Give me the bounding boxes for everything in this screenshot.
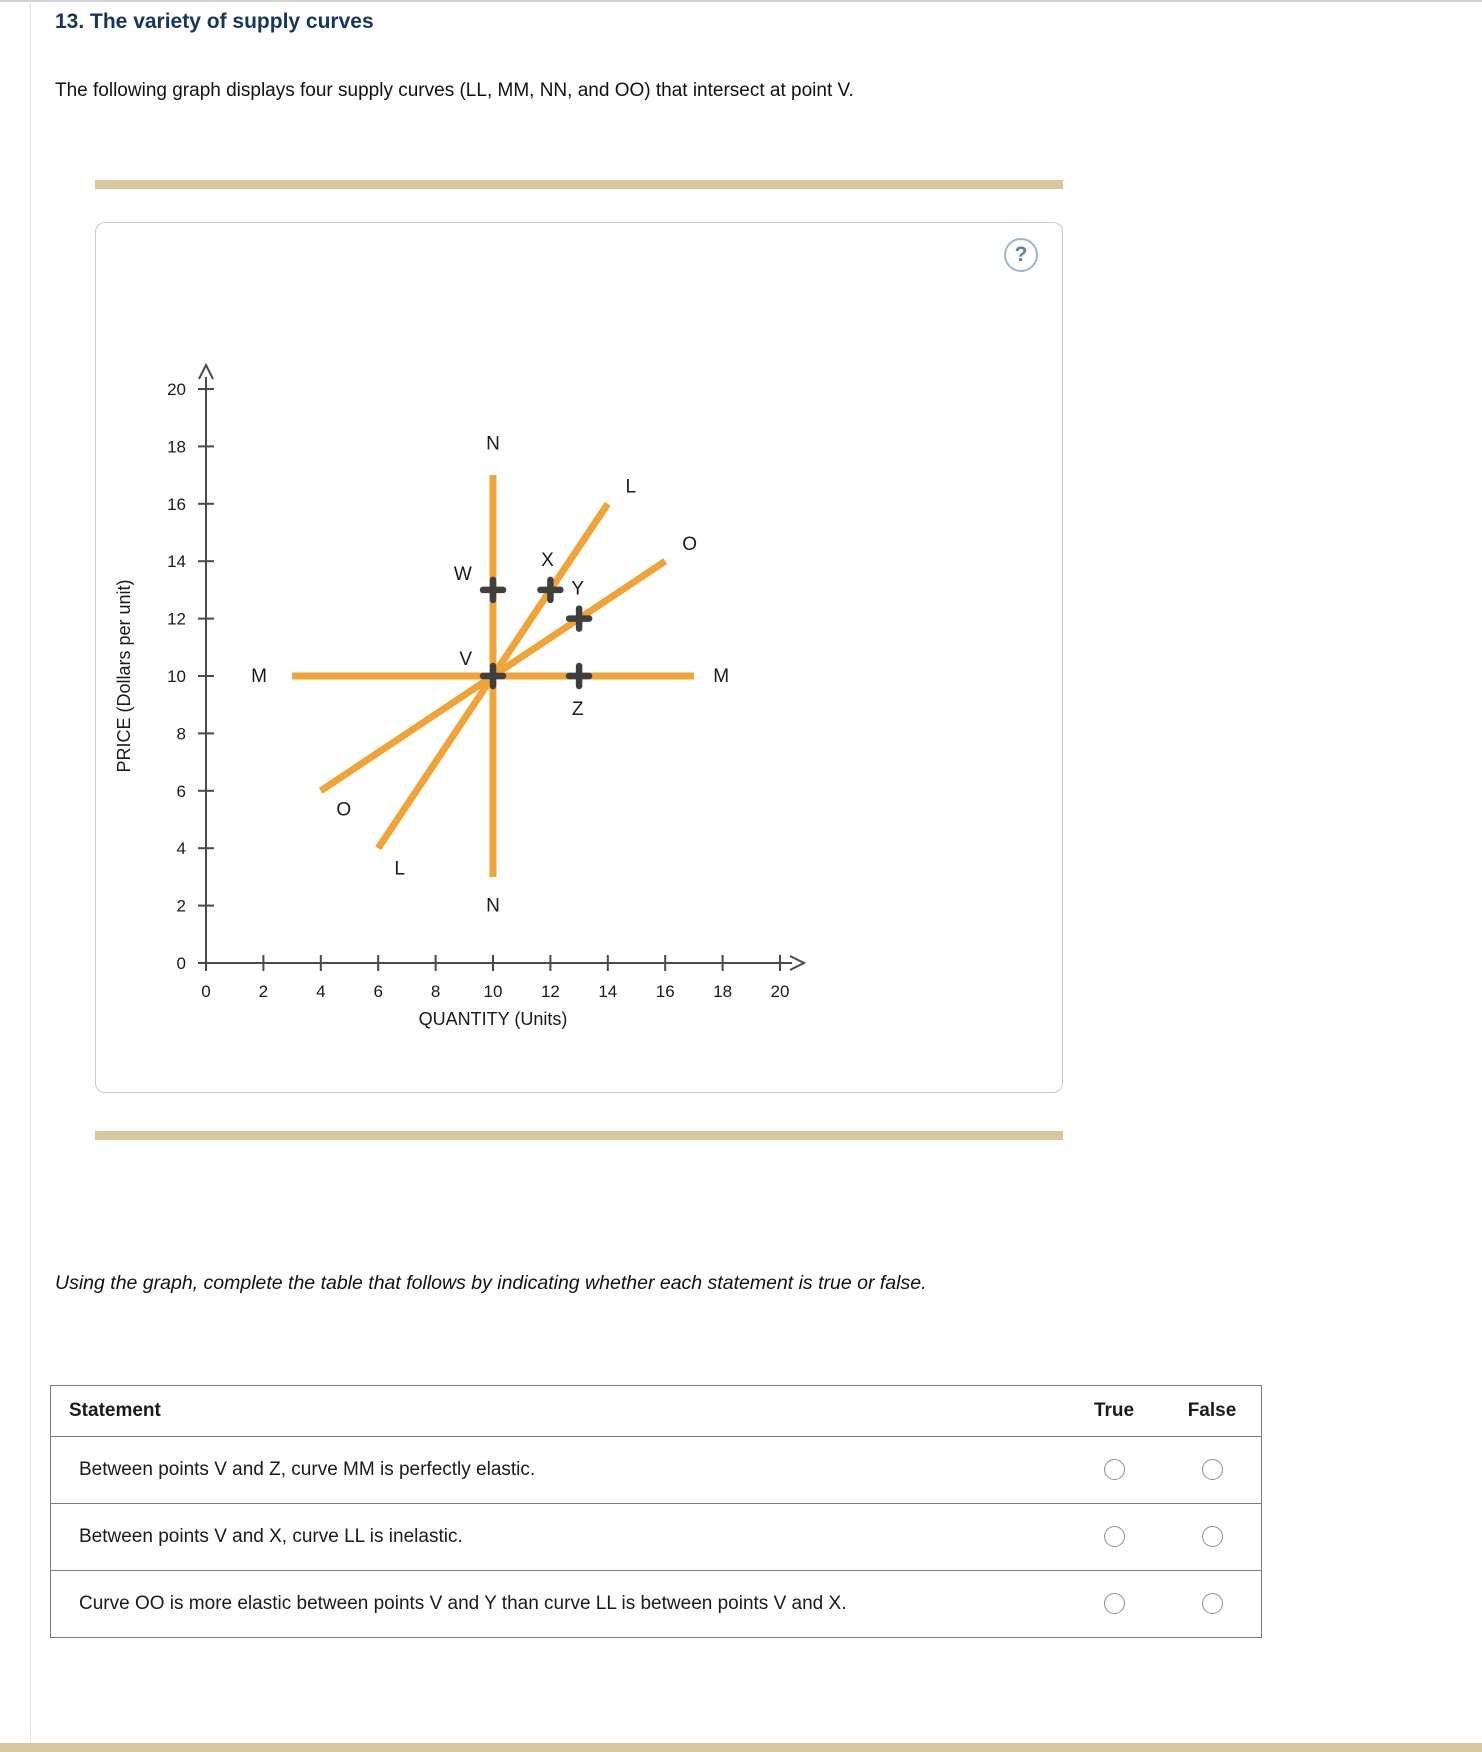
false-radio-cell (1163, 1570, 1262, 1638)
svg-text:14: 14 (598, 982, 617, 1001)
svg-text:L: L (394, 858, 405, 879)
supply-curves-chart: 0 2 4 6 8 10 12 14 16 18 20 0 2 4 6 8 10 12 14 16 18 20 PRICE … (114, 362, 807, 1029)
svg-text:18: 18 (167, 437, 186, 456)
svg-text:QUANTITY (Units): QUANTITY (Units) (419, 1009, 568, 1029)
svg-text:X: X (541, 550, 554, 571)
svg-text:0: 0 (177, 954, 186, 973)
table-row: Between points V and X, curve LL is inel… (50, 1503, 1262, 1571)
false-column-header: False (1163, 1385, 1262, 1437)
svg-text:2: 2 (259, 982, 268, 1001)
svg-text:4: 4 (316, 982, 325, 1001)
true-radio-cell (1065, 1503, 1163, 1571)
svg-text:20: 20 (771, 982, 790, 1001)
svg-text:2: 2 (177, 897, 186, 916)
svg-text:6: 6 (177, 782, 186, 801)
svg-text:N: N (486, 896, 500, 917)
svg-text:Y: Y (571, 578, 584, 599)
svg-text:PRICE (Dollars per unit): PRICE (Dollars per unit) (114, 579, 134, 772)
statement-column-header: Statement (50, 1385, 1065, 1437)
true-radio[interactable] (1103, 1526, 1125, 1548)
svg-text:16: 16 (167, 495, 186, 514)
svg-text:20: 20 (167, 380, 186, 399)
true-radio-cell (1065, 1570, 1163, 1638)
false-radio[interactable] (1201, 1526, 1223, 1548)
table-row: Between points V and Z, curve MM is perf… (50, 1436, 1262, 1504)
bottom-divider-bar (0, 1743, 1482, 1752)
svg-text:10: 10 (167, 667, 186, 686)
section-title: 13. The variety of supply curves (55, 10, 374, 33)
statements-table: Statement True False Between points V an… (50, 1385, 1262, 1638)
svg-text:16: 16 (656, 982, 675, 1001)
false-radio[interactable] (1201, 1459, 1223, 1481)
table-row: Curve OO is more elastic between points … (50, 1570, 1262, 1638)
true-radio-cell (1065, 1436, 1163, 1504)
svg-text:12: 12 (541, 982, 560, 1001)
svg-text:Z: Z (572, 699, 584, 720)
top-border-line (0, 0, 1482, 2)
svg-text:18: 18 (713, 982, 732, 1001)
false-radio[interactable] (1201, 1593, 1223, 1615)
false-radio-cell (1163, 1503, 1262, 1571)
svg-text:8: 8 (177, 724, 186, 743)
svg-text:6: 6 (373, 982, 382, 1001)
svg-text:8: 8 (431, 982, 440, 1001)
svg-text:0: 0 (201, 982, 210, 1001)
svg-text:O: O (682, 534, 697, 555)
help-icon[interactable]: ? (1004, 238, 1038, 272)
graph-panel: 0 2 4 6 8 10 12 14 16 18 20 0 2 4 6 8 10 12 14 16 18 20 PRICE … (95, 222, 1063, 1093)
intro-text: The following graph displays four supply… (55, 80, 854, 101)
svg-text:M: M (251, 666, 267, 687)
table-header-row: Statement True False (50, 1385, 1262, 1437)
svg-text:L: L (625, 477, 636, 498)
divider-bar-top (95, 180, 1063, 189)
statement-text: Between points V and Z, curve MM is perf… (50, 1436, 1065, 1504)
true-radio[interactable] (1103, 1459, 1125, 1481)
svg-text:12: 12 (167, 610, 186, 629)
left-border-line (30, 0, 31, 1752)
svg-text:V: V (459, 649, 472, 670)
svg-text:O: O (336, 799, 351, 820)
true-radio[interactable] (1103, 1593, 1125, 1615)
true-column-header: True (1065, 1385, 1163, 1437)
divider-bar-bottom (95, 1131, 1063, 1140)
statement-text: Between points V and X, curve LL is inel… (50, 1503, 1065, 1571)
svg-text:W: W (454, 564, 472, 585)
svg-text:N: N (486, 434, 500, 455)
svg-text:4: 4 (177, 839, 186, 858)
false-radio-cell (1163, 1436, 1262, 1504)
svg-text:M: M (713, 666, 729, 687)
statement-text: Curve OO is more elastic between points … (50, 1570, 1065, 1638)
instruction-text: Using the graph, complete the table that… (55, 1272, 927, 1294)
svg-text:14: 14 (167, 552, 186, 571)
svg-text:10: 10 (484, 982, 503, 1001)
